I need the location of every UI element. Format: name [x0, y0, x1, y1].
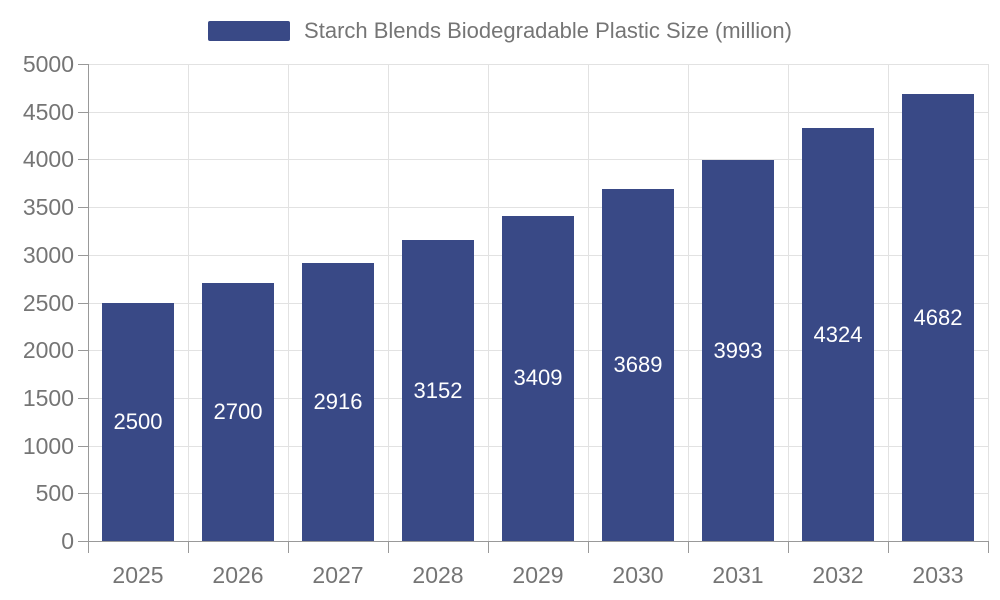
bar[interactable] — [202, 283, 274, 541]
x-gridline — [788, 64, 789, 541]
y-axis-tick — [78, 302, 88, 304]
x-axis-line — [88, 541, 988, 542]
bar[interactable] — [802, 128, 874, 541]
y-axis-line — [88, 64, 89, 541]
y-axis-tick — [78, 445, 88, 447]
x-axis-tick — [188, 541, 189, 553]
x-tick-label: 2033 — [912, 562, 964, 588]
y-tick-label: 3000 — [22, 241, 74, 268]
x-axis-tick — [588, 541, 589, 553]
y-gridline — [88, 159, 988, 161]
x-axis-tick — [88, 541, 89, 553]
y-gridline — [88, 207, 988, 209]
x-tick-label: 2030 — [612, 562, 664, 588]
x-tick-label: 2027 — [312, 562, 364, 588]
y-tick-label: 2500 — [22, 289, 74, 316]
x-gridline — [988, 64, 989, 541]
legend-swatch-icon — [208, 21, 291, 41]
y-tick-label: 5000 — [22, 51, 74, 77]
y-gridline — [88, 111, 988, 113]
bar[interactable] — [902, 94, 974, 541]
y-axis-tick — [78, 254, 88, 256]
y-axis-tick — [78, 111, 88, 113]
bar[interactable] — [102, 302, 174, 541]
x-tick-label: 2029 — [512, 562, 564, 588]
y-axis-tick — [78, 541, 88, 542]
x-axis-tick — [988, 541, 989, 553]
y-axis-tick — [78, 64, 88, 65]
y-tick-label: 0 — [61, 528, 74, 554]
x-axis-tick — [688, 541, 689, 553]
x-gridline — [888, 64, 889, 541]
y-tick-label: 4000 — [22, 146, 74, 173]
y-tick-label: 1000 — [22, 432, 74, 459]
x-axis-tick — [788, 541, 789, 553]
y-axis-tick — [78, 397, 88, 399]
y-axis-tick — [78, 493, 88, 495]
bar[interactable] — [702, 160, 774, 541]
bar[interactable] — [302, 262, 374, 541]
x-tick-label: 2028 — [412, 562, 464, 588]
y-tick-label: 2000 — [22, 337, 74, 364]
y-axis-tick — [78, 207, 88, 209]
y-tick-label: 3500 — [22, 194, 74, 221]
x-gridline — [288, 64, 289, 541]
x-gridline — [688, 64, 689, 541]
x-tick-label: 2031 — [712, 562, 764, 588]
plot-area: 0 500 1000 1500 2000 2500 3000 3500 4000 4500 5000… — [23, 51, 989, 588]
legend[interactable]: Starch Blends Biodegradable Plastic Size… — [0, 18, 1000, 44]
x-gridline — [488, 64, 489, 541]
x-axis-tick — [488, 541, 489, 553]
y-tick-label: 500 — [35, 480, 74, 507]
y-axis-tick — [78, 350, 88, 352]
x-gridline — [388, 64, 389, 541]
x-tick-label: 2026 — [212, 562, 264, 588]
bar[interactable] — [402, 240, 474, 541]
bar[interactable] — [602, 189, 674, 541]
x-gridline — [188, 64, 189, 541]
y-axis-tick — [78, 159, 88, 161]
x-axis-tick — [888, 541, 889, 553]
y-gridline — [88, 64, 988, 65]
x-axis-tick — [388, 541, 389, 553]
x-axis-tick — [288, 541, 289, 553]
bar[interactable] — [502, 215, 574, 541]
y-tick-label: 1500 — [22, 384, 74, 411]
legend-label: Starch Blends Biodegradable Plastic Size… — [304, 18, 792, 43]
x-tick-label: 2032 — [812, 562, 864, 588]
x-gridline — [588, 64, 589, 541]
x-tick-label: 2025 — [112, 562, 164, 588]
y-tick-label: 4500 — [22, 98, 74, 125]
